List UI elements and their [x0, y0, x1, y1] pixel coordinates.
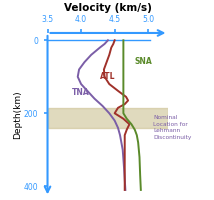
Text: ATL: ATL	[100, 72, 116, 81]
Text: Nominal
Location for
Lehmann
Discontinuity: Nominal Location for Lehmann Discontinui…	[153, 115, 191, 140]
Text: SNA: SNA	[135, 57, 153, 66]
Text: TNA: TNA	[72, 88, 90, 97]
Title: Velocity (km/s): Velocity (km/s)	[64, 3, 152, 13]
Bar	[48, 108, 168, 128]
Y-axis label: Depth(km): Depth(km)	[13, 91, 22, 139]
